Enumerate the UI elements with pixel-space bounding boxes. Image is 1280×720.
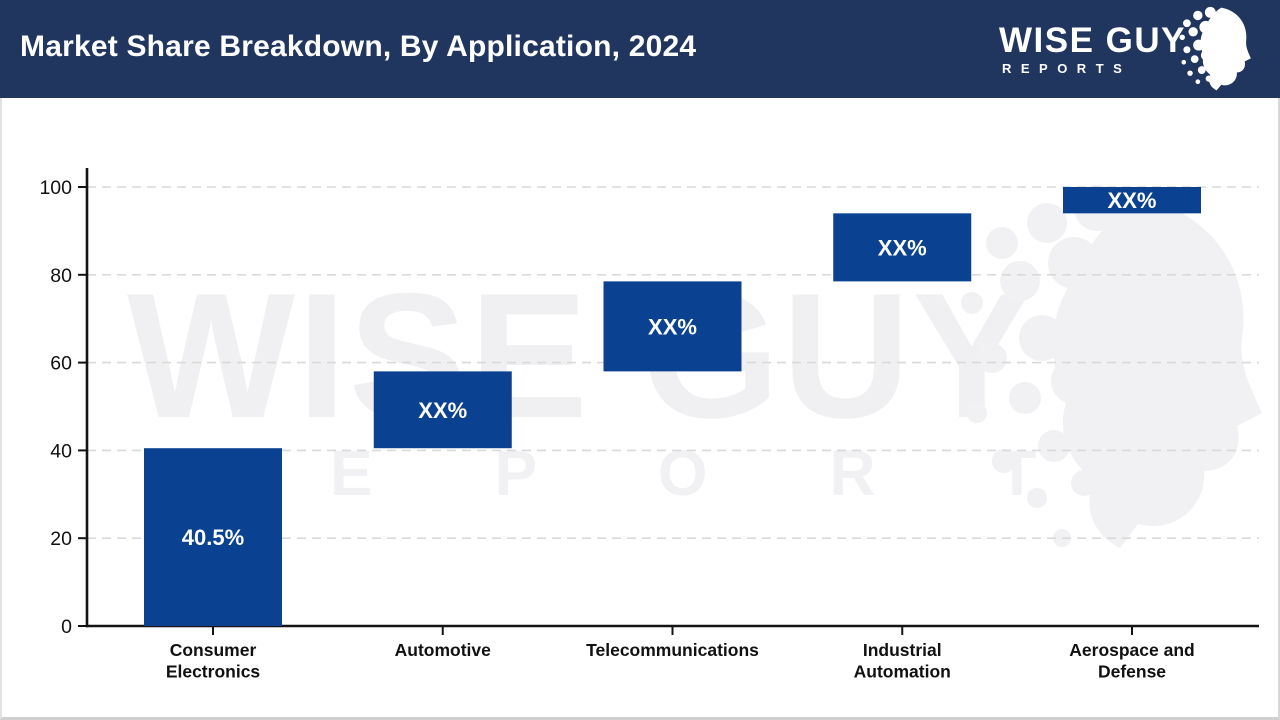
y-tick-label: 40 — [50, 440, 72, 462]
wiseguy-logo: WISE GUY REPORTS — [999, 6, 1254, 92]
x-category-label: Industrial — [863, 640, 942, 660]
x-category-label: Telecommunications — [586, 640, 759, 660]
y-tick-label: 20 — [50, 528, 72, 550]
wiseguy-face-icon — [1179, 6, 1251, 91]
bar-value-label: XX% — [418, 398, 467, 423]
x-category-label: Electronics — [166, 662, 261, 682]
bar-segment — [144, 448, 282, 626]
bar-segment — [373, 371, 512, 449]
y-tick-label: 100 — [39, 177, 72, 199]
header-bar: Market Share Breakdown, By Application, … — [0, 0, 1280, 98]
logo-wordmark: WISE GUY — [998, 21, 1186, 60]
y-tick-label: 80 — [50, 265, 72, 287]
bar-value-label: XX% — [878, 235, 927, 260]
bar-value-label: 40.5% — [182, 525, 244, 550]
page-title: Market Share Breakdown, By Application, … — [20, 30, 697, 63]
bar-value-label: XX% — [1108, 188, 1157, 213]
y-tick-label: 0 — [61, 616, 72, 638]
bar-segment — [603, 281, 742, 372]
y-tick-label: 60 — [50, 353, 72, 375]
x-category-label: Automotive — [395, 640, 492, 660]
bar-value-label: XX% — [648, 314, 697, 339]
logo-subtitle: REPORTS — [1001, 61, 1132, 76]
x-category-label: Aerospace and — [1069, 640, 1194, 660]
x-category-label: Consumer — [170, 640, 257, 660]
x-category-label: Automation — [854, 662, 951, 682]
bar-segment — [833, 213, 972, 282]
x-category-label: Defense — [1098, 662, 1166, 682]
logo-text: WISE GUY REPORTS — [999, 23, 1186, 75]
